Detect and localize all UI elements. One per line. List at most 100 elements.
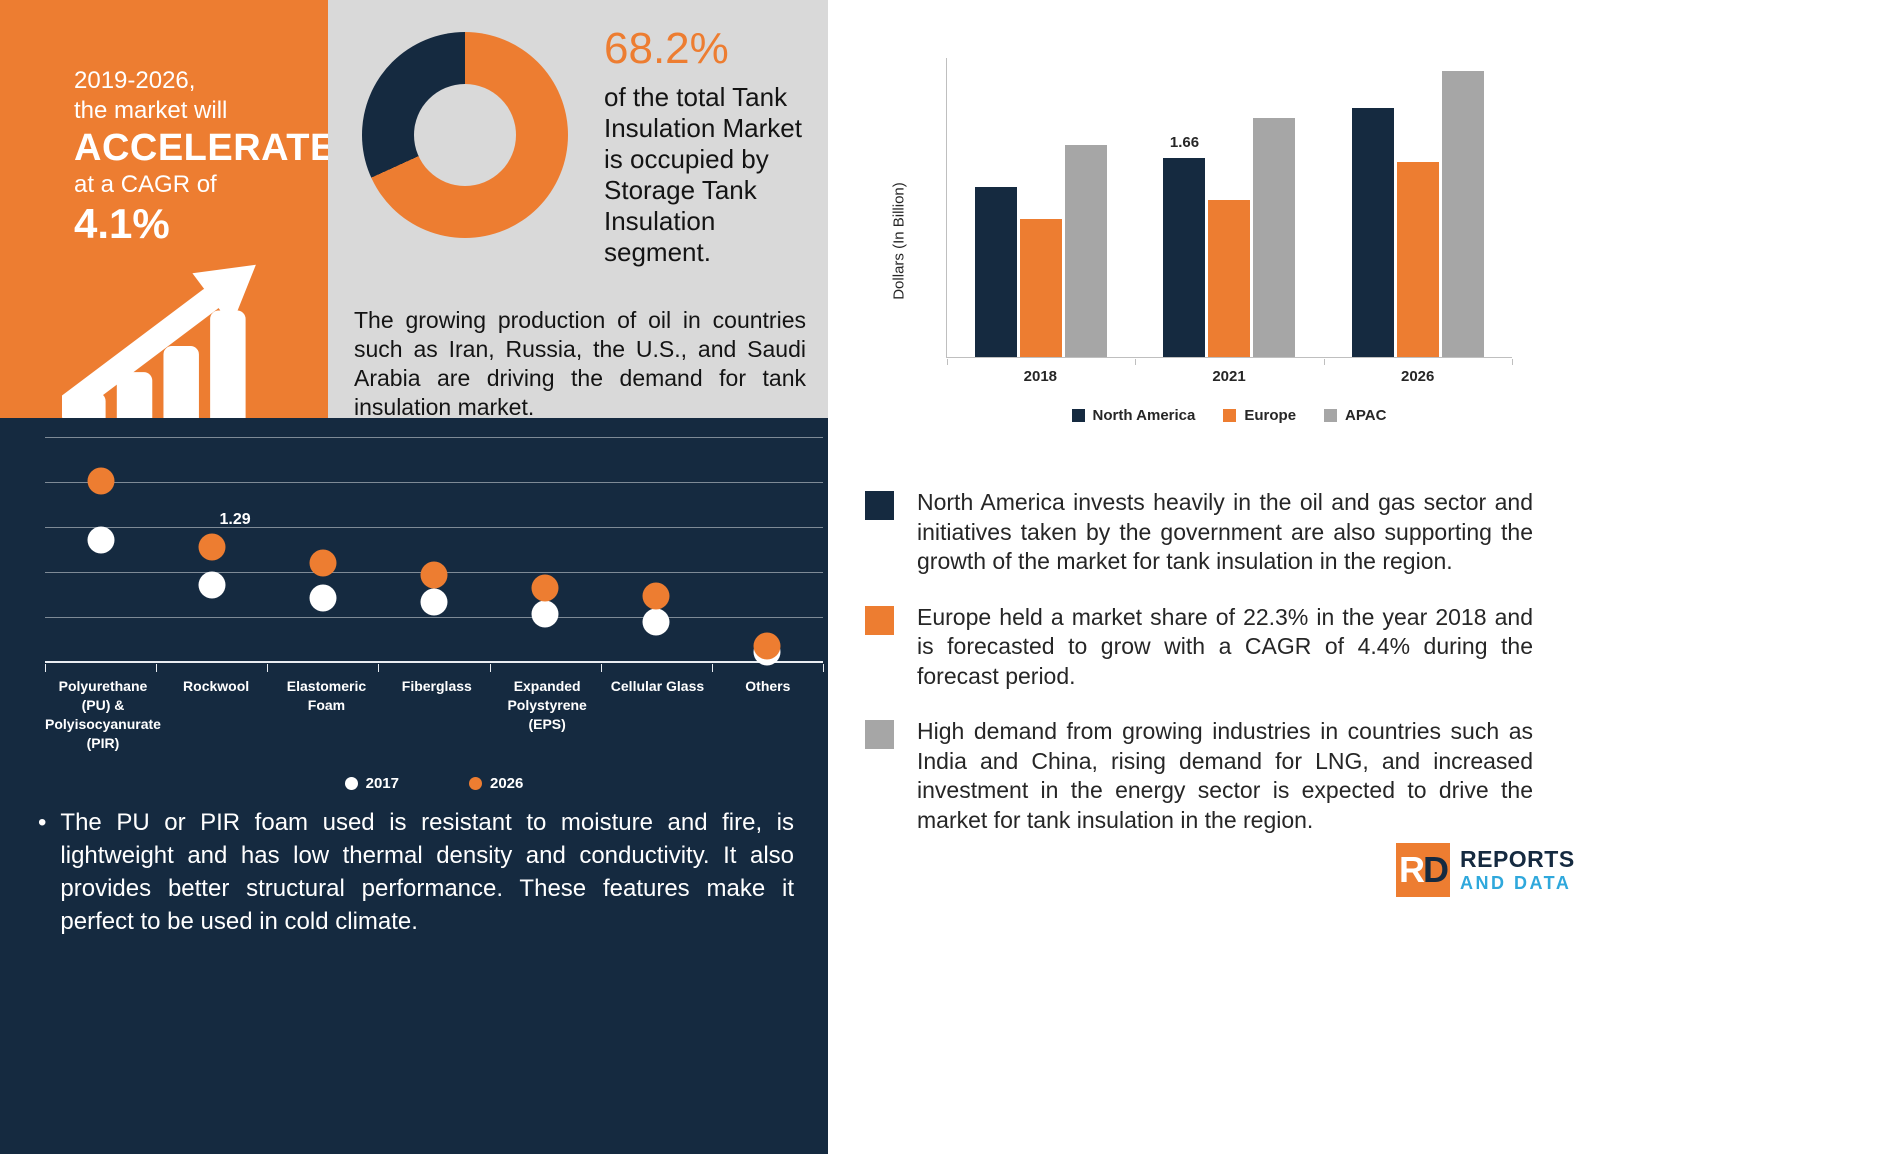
logo-line1: REPORTS <box>1460 846 1575 872</box>
bar-North America <box>975 187 1018 357</box>
data-point-2026 <box>531 574 559 602</box>
data-point-2017 <box>87 526 115 554</box>
region-note-2: High demand from growing industries in c… <box>865 717 1533 835</box>
axis-tick <box>600 664 602 672</box>
axis-tick <box>1135 359 1137 365</box>
gridline <box>45 437 823 438</box>
gridline <box>45 617 823 618</box>
bullet-icon <box>38 806 46 938</box>
data-point-2026 <box>309 549 337 577</box>
legend-swatch <box>1071 409 1085 422</box>
donut-hole <box>414 84 516 186</box>
axis-tick <box>1323 359 1325 365</box>
axis-tick <box>156 664 158 672</box>
category-label: 2018 <box>1023 368 1058 385</box>
data-point-2017 <box>420 588 448 616</box>
cagr-line1: 2019-2026, <box>74 67 196 94</box>
legend-item-North America: North America <box>1071 407 1195 424</box>
cagr-value: 4.1% <box>74 200 170 247</box>
category-label: Expanded Polystyrene (EPS) <box>507 678 587 732</box>
category-label: Fiberglass <box>401 678 472 694</box>
data-point-2017 <box>198 571 226 599</box>
regions-panel: Dollars (In Billion) 1.66 2018 2021 2026 N… <box>828 0 1903 1154</box>
axis-tick <box>267 664 269 672</box>
gridline <box>45 527 823 528</box>
note-text: High demand from growing industries in c… <box>917 718 1533 833</box>
data-point-2026 <box>642 582 670 610</box>
segment-share-text: 68.2% of the total Tank Insulation Marke… <box>604 24 814 268</box>
category-label: 2026 <box>1400 368 1435 385</box>
note-text: Europe held a market share of 22.3% in t… <box>917 603 1533 689</box>
axis-tick <box>823 664 824 672</box>
x-axis-line <box>45 661 823 663</box>
legend-swatch <box>1223 409 1237 422</box>
axis-tick <box>1512 359 1513 365</box>
axis-tick <box>711 664 713 672</box>
legend-item-Europe: Europe <box>1223 407 1296 424</box>
materials-panel: 1.29 Polyurethane (PU) & Polyisocyanurat… <box>0 418 828 1154</box>
segment-overview-panel: 68.2% of the total Tank Insulation Marke… <box>328 0 828 420</box>
data-point-2017 <box>642 608 670 636</box>
regions-plot: 1.66 <box>946 58 1513 365</box>
note-swatch <box>865 720 894 749</box>
materials-note: The PU or PIR foam used is resistant to … <box>38 806 794 938</box>
category-label: 2021 <box>1212 368 1246 385</box>
logo-text: REPORTS AND DATA <box>1460 846 1575 894</box>
legend-swatch <box>1324 409 1338 422</box>
cagr-panel: 2019-2026, the market will ACCELERATE at… <box>0 0 336 444</box>
legend-label: APAC <box>1345 407 1387 424</box>
bar-Europe <box>1396 162 1439 357</box>
regions-bar-chart: Dollars (In Billion) 1.66 2018 2021 2026 N… <box>891 58 1513 424</box>
bar-North America <box>1351 108 1394 357</box>
materials-plot: 1.29 <box>45 437 824 672</box>
regions-categories: 2018 2021 2026 <box>946 358 1512 385</box>
bar-APAC <box>1253 117 1296 357</box>
category-label: Polyurethane (PU) & Polyisocyanurate (PI… <box>45 678 161 751</box>
gridline <box>45 482 823 483</box>
y-axis-label: Dollars (In Billion) <box>890 182 908 300</box>
cagr-line2: the market will <box>74 97 228 124</box>
cagr-title: ACCELERATE <box>74 127 336 169</box>
legend-swatch <box>344 777 358 790</box>
note-swatch <box>865 605 894 635</box>
reports-and-data-logo: R D REPORTS AND DATA <box>1396 843 1575 897</box>
segment-share-percent: 68.2% <box>604 24 729 73</box>
data-label: 1.29 <box>219 510 251 528</box>
logo-letter-d: D <box>1423 849 1449 890</box>
bar-group-2026 <box>1324 58 1512 357</box>
data-label: 1.66 <box>1169 134 1200 152</box>
segment-donut-chart <box>362 32 568 238</box>
category-label: Others <box>745 678 791 694</box>
region-note-0: North America invests heavily in the oil… <box>865 488 1533 577</box>
data-point-2026 <box>753 632 781 660</box>
bar-Europe <box>1020 219 1063 357</box>
bar-APAC <box>1065 145 1108 357</box>
materials-legend: 2017 2026 <box>45 775 823 792</box>
bar-North America: 1.66 <box>1163 134 1206 357</box>
logo-line2: AND DATA <box>1460 873 1572 893</box>
data-point-2026 <box>420 561 448 589</box>
regions-legend: North America Europe APAC <box>946 407 1512 424</box>
axis-tick <box>489 664 491 672</box>
segment-share-description: of the total Tank Insulation Market is o… <box>604 82 802 267</box>
logo-letter-r: R <box>1399 849 1425 890</box>
materials-dot-chart: 1.29 Polyurethane (PU) & Polyisocyanurat… <box>45 437 824 792</box>
legend-label: 2026 <box>490 775 524 792</box>
region-note-1: Europe held a market share of 22.3% in t… <box>865 603 1533 692</box>
legend-swatch <box>469 777 482 790</box>
region-notes: North America invests heavily in the oil… <box>865 488 1533 861</box>
bar-group-2021: 1.66 <box>1135 58 1323 357</box>
legend-item-APAC: APAC <box>1324 407 1386 424</box>
category-label: Elastomeric Foam <box>286 678 367 713</box>
note-swatch <box>865 491 894 520</box>
data-point-2017 <box>309 584 337 612</box>
note-text: North America invests heavily in the oil… <box>917 489 1533 574</box>
legend-label: Europe <box>1244 407 1297 424</box>
growth-arrow-icon <box>62 264 256 444</box>
legend-item-2017: 2017 <box>344 775 399 792</box>
bar-APAC <box>1441 71 1484 357</box>
axis-tick <box>947 359 948 365</box>
legend-label: 2017 <box>365 775 399 792</box>
cagr-line3: at a CAGR of <box>74 171 217 198</box>
